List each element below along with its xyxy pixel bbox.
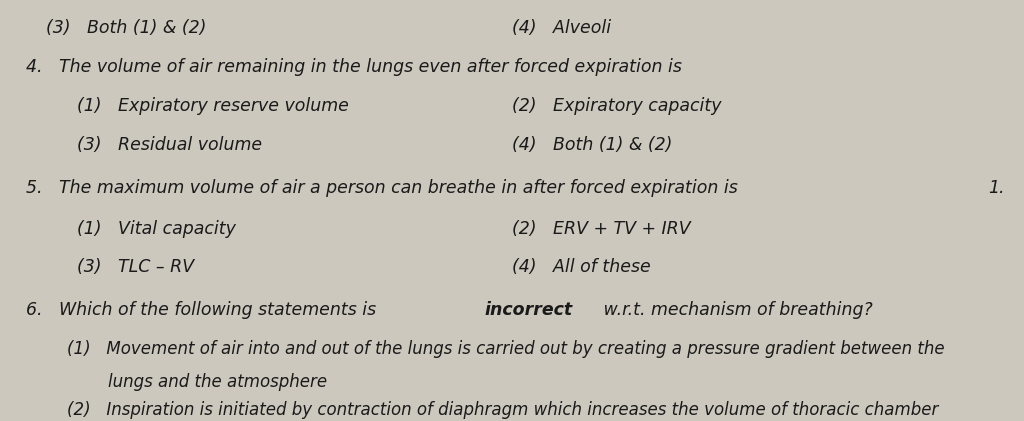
Text: 4.   The volume of air remaining in the lungs even after forced expiration is: 4. The volume of air remaining in the lu… [26, 58, 682, 76]
Text: (3)   Both (1) & (2): (3) Both (1) & (2) [46, 19, 207, 37]
Text: (4)   Both (1) & (2): (4) Both (1) & (2) [512, 136, 673, 154]
Text: (3)   TLC – RV: (3) TLC – RV [77, 258, 194, 277]
Text: (4)   All of these: (4) All of these [512, 258, 650, 277]
Text: w.r.t. mechanism of breathing?: w.r.t. mechanism of breathing? [598, 301, 872, 319]
Text: incorrect: incorrect [484, 301, 572, 319]
Text: (2)   ERV + TV + IRV: (2) ERV + TV + IRV [512, 220, 690, 238]
Text: lungs and the atmosphere: lungs and the atmosphere [108, 373, 327, 391]
Text: (1)   Expiratory reserve volume: (1) Expiratory reserve volume [77, 97, 349, 115]
Text: (3)   Residual volume: (3) Residual volume [77, 136, 262, 154]
Text: 5.   The maximum volume of air a person can breathe in after forced expiration i: 5. The maximum volume of air a person ca… [26, 179, 737, 197]
Text: (2)   Inspiration is initiated by contraction of diaphragm which increases the v: (2) Inspiration is initiated by contract… [67, 401, 938, 419]
Text: 1.: 1. [988, 179, 1005, 197]
Text: 6.   Which of the following statements is: 6. Which of the following statements is [26, 301, 381, 319]
Text: (2)   Expiratory capacity: (2) Expiratory capacity [512, 97, 722, 115]
Text: (4)   Alveoli: (4) Alveoli [512, 19, 611, 37]
Text: (1)   Movement of air into and out of the lungs is carried out by creating a pre: (1) Movement of air into and out of the … [67, 340, 944, 358]
Text: (1)   Vital capacity: (1) Vital capacity [77, 220, 236, 238]
